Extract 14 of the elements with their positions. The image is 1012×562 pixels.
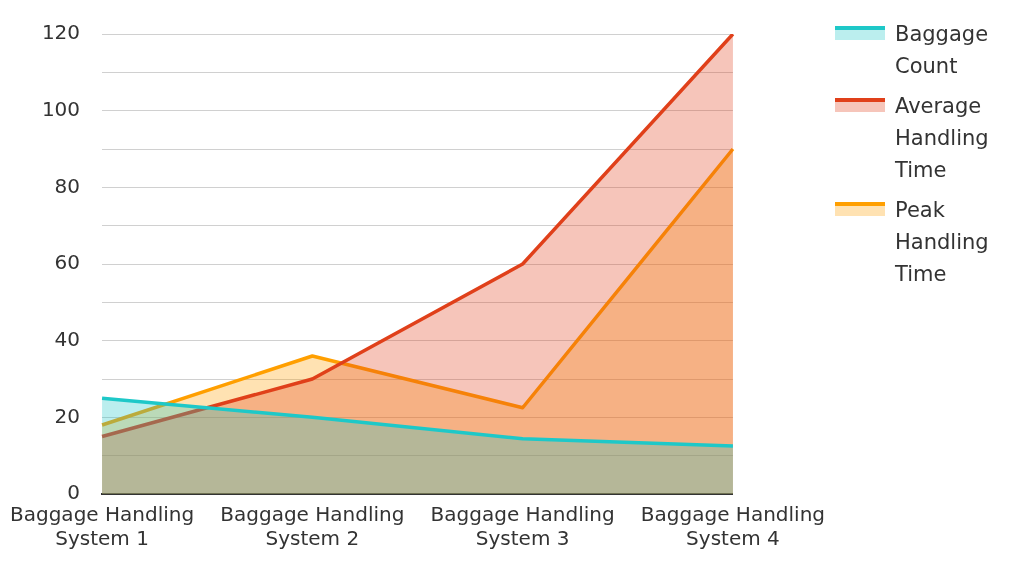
legend-label: Baggage Count	[895, 21, 990, 80]
y-tick-label: 100	[41, 96, 81, 121]
x-tick-label: Baggage Handling System 4	[640, 502, 825, 551]
x-tick-label: Baggage Handling System 3	[430, 502, 615, 551]
y-tick-label: 80	[54, 173, 81, 198]
x-tick-label: Baggage Handling System 2	[220, 502, 405, 551]
y-tick-label: 120	[41, 20, 81, 45]
legend-label: Peak Handling Time	[895, 197, 990, 288]
y-tick-label: 40	[54, 326, 81, 351]
y-tick-label: 60	[54, 250, 81, 275]
y-tick-label: 0	[67, 480, 81, 505]
x-tick-label: Baggage Handling System 1	[10, 502, 195, 551]
y-tick-label: 20	[54, 403, 81, 428]
legend-label: Average Handling Time	[895, 93, 990, 184]
